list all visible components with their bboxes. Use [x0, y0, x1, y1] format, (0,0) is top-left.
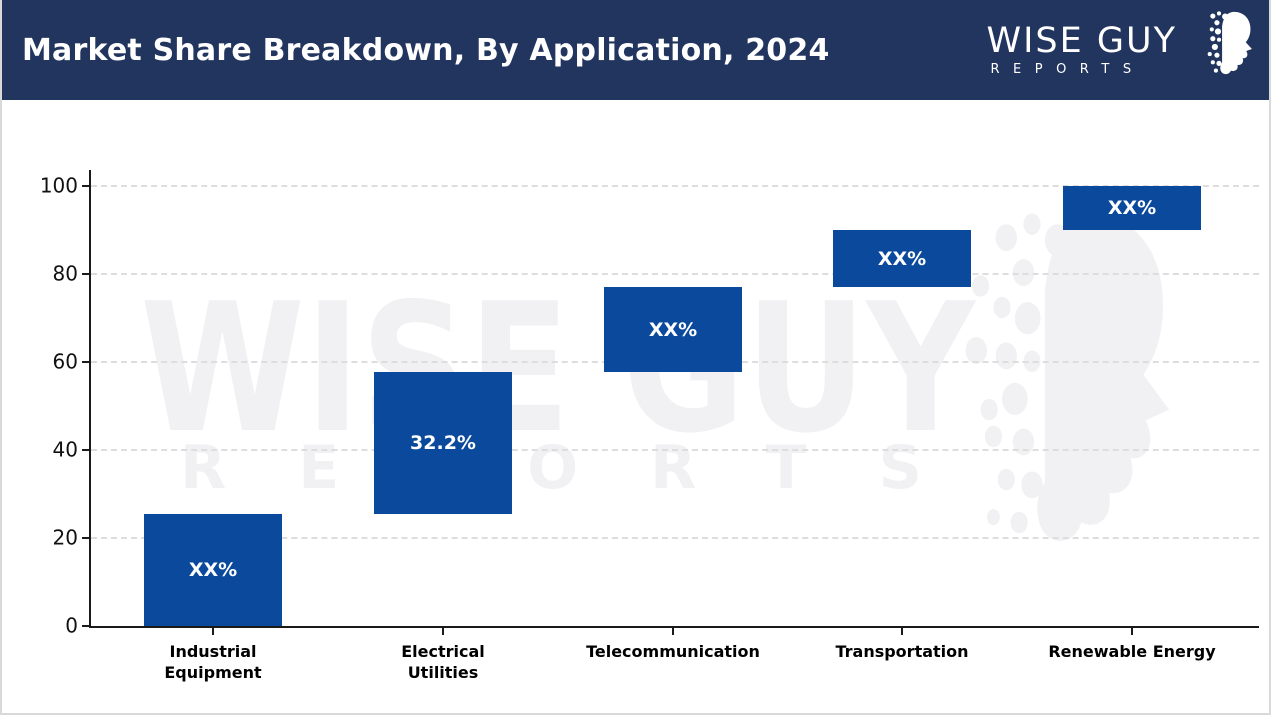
y-tick-mark: [82, 537, 90, 539]
logo-subtitle: REPORTS: [990, 62, 1145, 77]
y-tick-label: 0: [65, 613, 78, 638]
y-tick-mark: [82, 273, 90, 275]
bar-value-label: XX%: [188, 558, 238, 581]
x-category-label-line: Utilities: [407, 663, 479, 682]
logo-wordmark: WISE GUY: [986, 21, 1177, 61]
gridline-y-80: [91, 273, 1259, 275]
y-tick-label: 20: [52, 525, 78, 550]
x-category-label-line: Electrical: [401, 642, 485, 661]
watermark-face-icon: [965, 213, 1170, 541]
y-tick-mark: [82, 185, 90, 187]
bar-electrical-utilities: 32.2%: [374, 372, 512, 514]
page-title: Market Share Breakdown, By Application, …: [22, 32, 830, 68]
x-category-label-line: Telecommunication: [586, 642, 760, 661]
x-category-label: Telecommunication: [553, 641, 793, 662]
y-tick-mark: [82, 449, 90, 451]
bar-value-label: XX%: [648, 318, 698, 341]
x-category-label-line: Equipment: [164, 663, 262, 682]
x-category-label: Renewable Energy: [1012, 641, 1252, 662]
header: Market Share Breakdown, By Application, …: [2, 0, 1269, 100]
x-category-label-line: Industrial: [169, 642, 257, 661]
gridline-y-100: [91, 185, 1259, 187]
watermark-wordmark: WISE GUY: [140, 265, 975, 472]
wiseguy-logo-text: WISE GUY REPORTS: [986, 21, 1177, 77]
dotted-face-icon: [1207, 11, 1252, 75]
y-tick-label: 60: [52, 349, 78, 374]
x-category-label: Industrial Equipment: [93, 641, 333, 683]
gridline-y-20: [91, 537, 1259, 539]
bar-industrial-equipment: XX%: [144, 513, 282, 626]
x-category-label-line: Transportation: [835, 642, 969, 661]
x-tick-mark: [1131, 627, 1133, 635]
watermark-subtitle: REPORTS: [180, 433, 994, 503]
x-category-label-line: Renewable Energy: [1048, 642, 1216, 661]
bar-value-label: 32.2%: [410, 431, 476, 454]
bar-value-label: XX%: [1107, 197, 1157, 219]
bar-telecommunication: XX%: [604, 287, 742, 373]
x-tick-mark: [672, 627, 674, 635]
bar-renewable-energy: XX%: [1063, 186, 1201, 230]
bar-transportation: XX%: [833, 230, 971, 288]
x-category-label: Electrical Utilities: [323, 641, 563, 683]
x-tick-mark: [901, 627, 903, 635]
wiseguy-logo: WISE GUY REPORTS: [986, 8, 1255, 92]
bar-value-label: XX%: [877, 247, 927, 270]
x-tick-mark: [212, 627, 214, 635]
y-axis-line: [89, 170, 91, 628]
y-tick-label: 80: [52, 261, 78, 286]
chart-area: WISE GUY REPORTS 0 20 40 60 80 100 XX% Industri…: [2, 100, 1269, 713]
x-category-label: Transportation: [782, 641, 1022, 662]
y-tick-label: 100: [39, 173, 78, 198]
x-axis-line: [89, 626, 1259, 628]
gridline-y-40: [91, 449, 1259, 451]
x-tick-mark: [442, 627, 444, 635]
y-tick-mark: [82, 361, 90, 363]
y-tick-label: 40: [52, 437, 78, 462]
y-tick-mark: [82, 625, 90, 627]
